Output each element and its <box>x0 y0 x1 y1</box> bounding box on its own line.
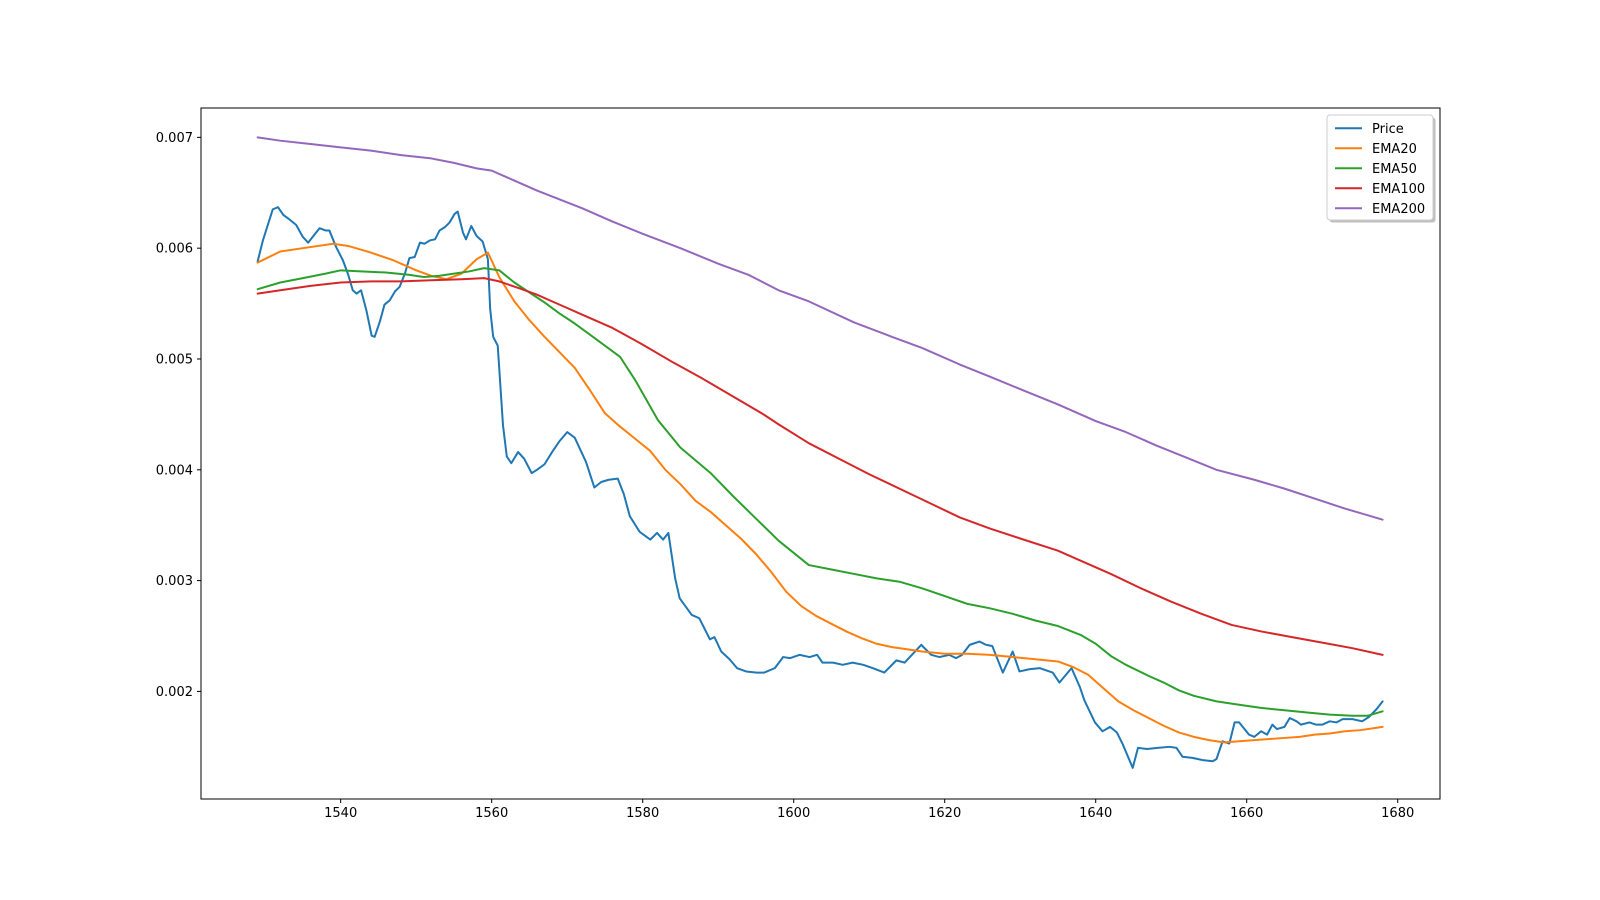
y-tick-label: 0.007 <box>156 131 193 146</box>
series-line-ema20 <box>256 242 1384 744</box>
y-tick-label: 0.005 <box>156 352 193 367</box>
legend-item-price: Price <box>1335 122 1404 137</box>
x-tick-label: 1560 <box>475 806 508 821</box>
y-tick-label: 0.004 <box>156 463 193 478</box>
series-line-ema200 <box>256 136 1384 521</box>
legend-item-ema100: EMA100 <box>1335 182 1425 197</box>
legend-label: EMA50 <box>1372 162 1417 177</box>
legend-box <box>1326 114 1434 221</box>
x-tick-label: 1620 <box>928 806 961 821</box>
x-tick-label: 1640 <box>1079 806 1112 821</box>
legend: Price EMA20 EMA50 EMA100 EMA200 <box>1326 114 1436 223</box>
legend-label: EMA20 <box>1372 142 1417 157</box>
series-line-ema100 <box>256 277 1384 656</box>
y-axis: 0.002 0.003 0.004 0.005 0.006 0.007 <box>156 131 201 700</box>
x-tick-label: 1580 <box>626 806 659 821</box>
series-line-price <box>256 206 1384 769</box>
axes-frame <box>200 107 1441 800</box>
legend-label: EMA200 <box>1372 202 1425 217</box>
x-tick-label: 1540 <box>324 806 357 821</box>
legend-item-ema50: EMA50 <box>1335 162 1417 177</box>
y-tick-label: 0.003 <box>156 574 193 589</box>
legend-item-ema20: EMA20 <box>1335 142 1417 157</box>
plot-series <box>256 136 1384 769</box>
x-tick-label: 1660 <box>1230 806 1263 821</box>
legend-item-ema200: EMA200 <box>1335 202 1425 217</box>
x-tick-label: 1680 <box>1381 806 1414 821</box>
x-axis: 1540 1560 1580 1600 1620 1640 1660 1680 <box>324 799 1414 821</box>
y-tick-label: 0.006 <box>156 242 193 257</box>
series-line-ema50 <box>256 267 1384 717</box>
legend-label: Price <box>1372 122 1404 137</box>
legend-label: EMA100 <box>1372 182 1425 197</box>
x-tick-label: 1600 <box>777 806 810 821</box>
y-tick-label: 0.002 <box>156 685 193 700</box>
